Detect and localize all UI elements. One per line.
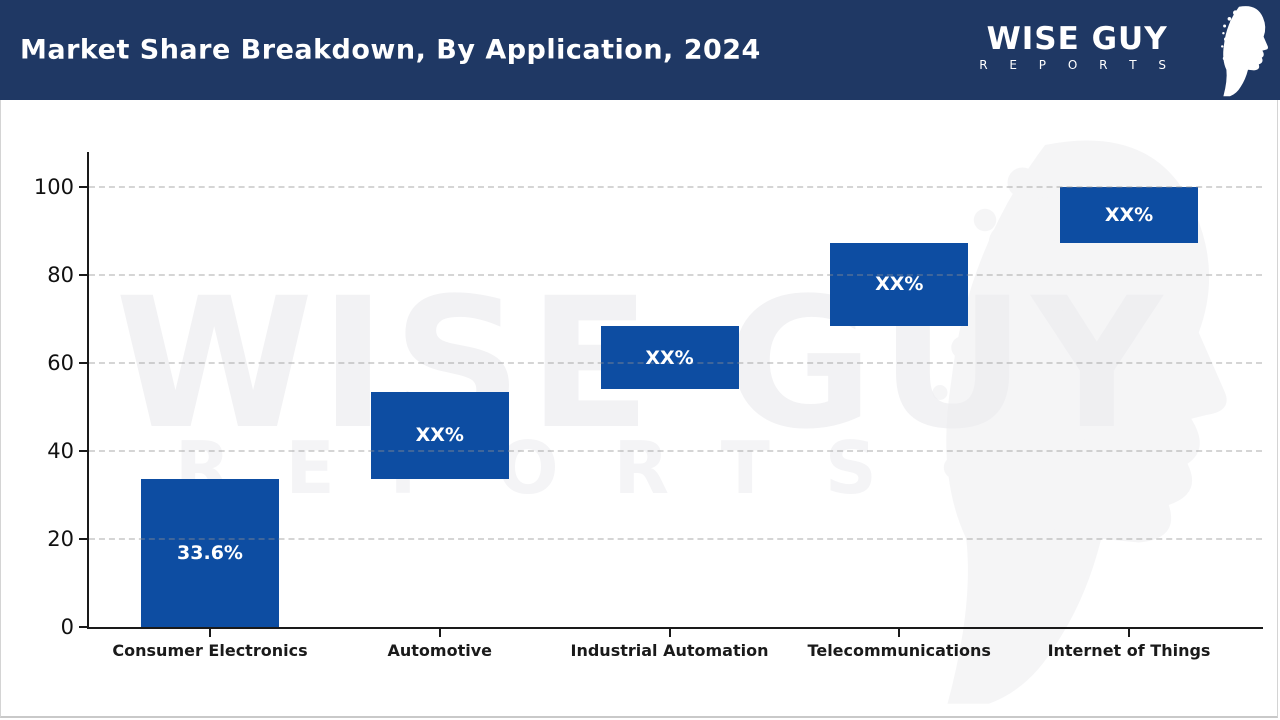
y-tick-mark (79, 626, 88, 628)
bar-value-label: XX% (415, 424, 464, 447)
gridline (89, 450, 1262, 452)
x-tick-mark (668, 629, 671, 637)
y-tick-label: 40 (47, 439, 74, 463)
gridline (89, 362, 1262, 364)
x-tick-mark (898, 629, 901, 637)
watermark-subtitle: REPORTS (175, 426, 932, 510)
header-bar: Market Share Breakdown, By Application, … (0, 0, 1280, 100)
category-label: Industrial Automation (570, 641, 769, 660)
x-axis-line (87, 627, 1263, 629)
bar (370, 391, 509, 480)
gridline (89, 538, 1262, 540)
bar (1060, 187, 1198, 243)
logo-wordmark: WISE GUY (986, 21, 1168, 57)
bar-value-label: 33.6% (177, 542, 243, 565)
x-tick-mark (209, 629, 211, 637)
gridline (89, 274, 1262, 276)
logo-head-icon (1221, 6, 1269, 97)
y-tick-label: 0 (60, 615, 74, 639)
y-tick-label: 20 (47, 527, 74, 551)
category-label: Automotive (387, 641, 493, 660)
y-tick-label: 80 (47, 263, 74, 287)
y-tick-mark (79, 538, 88, 540)
bar (141, 479, 279, 627)
y-tick-mark (79, 186, 88, 188)
bar-value-label: XX% (645, 346, 694, 369)
y-tick-mark (79, 450, 88, 452)
x-tick-mark (438, 629, 441, 637)
y-tick-mark (79, 362, 88, 364)
y-tick-label: 60 (47, 351, 74, 375)
bar (600, 326, 739, 390)
y-axis-line (87, 152, 89, 629)
logo-text: WISE GUY R E P O R T S (979, 22, 1175, 72)
y-tick-label: 100 (33, 175, 74, 199)
category-label: Internet of Things (1047, 641, 1211, 660)
x-tick-mark (1128, 629, 1130, 637)
category-label: Telecommunications (807, 641, 991, 660)
bar (830, 243, 969, 326)
bar-value-label: XX% (1104, 203, 1154, 226)
gridline (89, 186, 1262, 188)
logo-subtitle: R E P O R T S (979, 58, 1175, 72)
wise-guy-logo: WISE GUY R E P O R T S (979, 0, 1270, 100)
watermark-head-icon (932, 140, 1227, 704)
y-tick-mark (79, 274, 88, 276)
bar-value-label: XX% (875, 273, 924, 296)
page-title: Market Share Breakdown, By Application, … (20, 34, 761, 66)
category-label: Consumer Electronics (112, 641, 308, 660)
